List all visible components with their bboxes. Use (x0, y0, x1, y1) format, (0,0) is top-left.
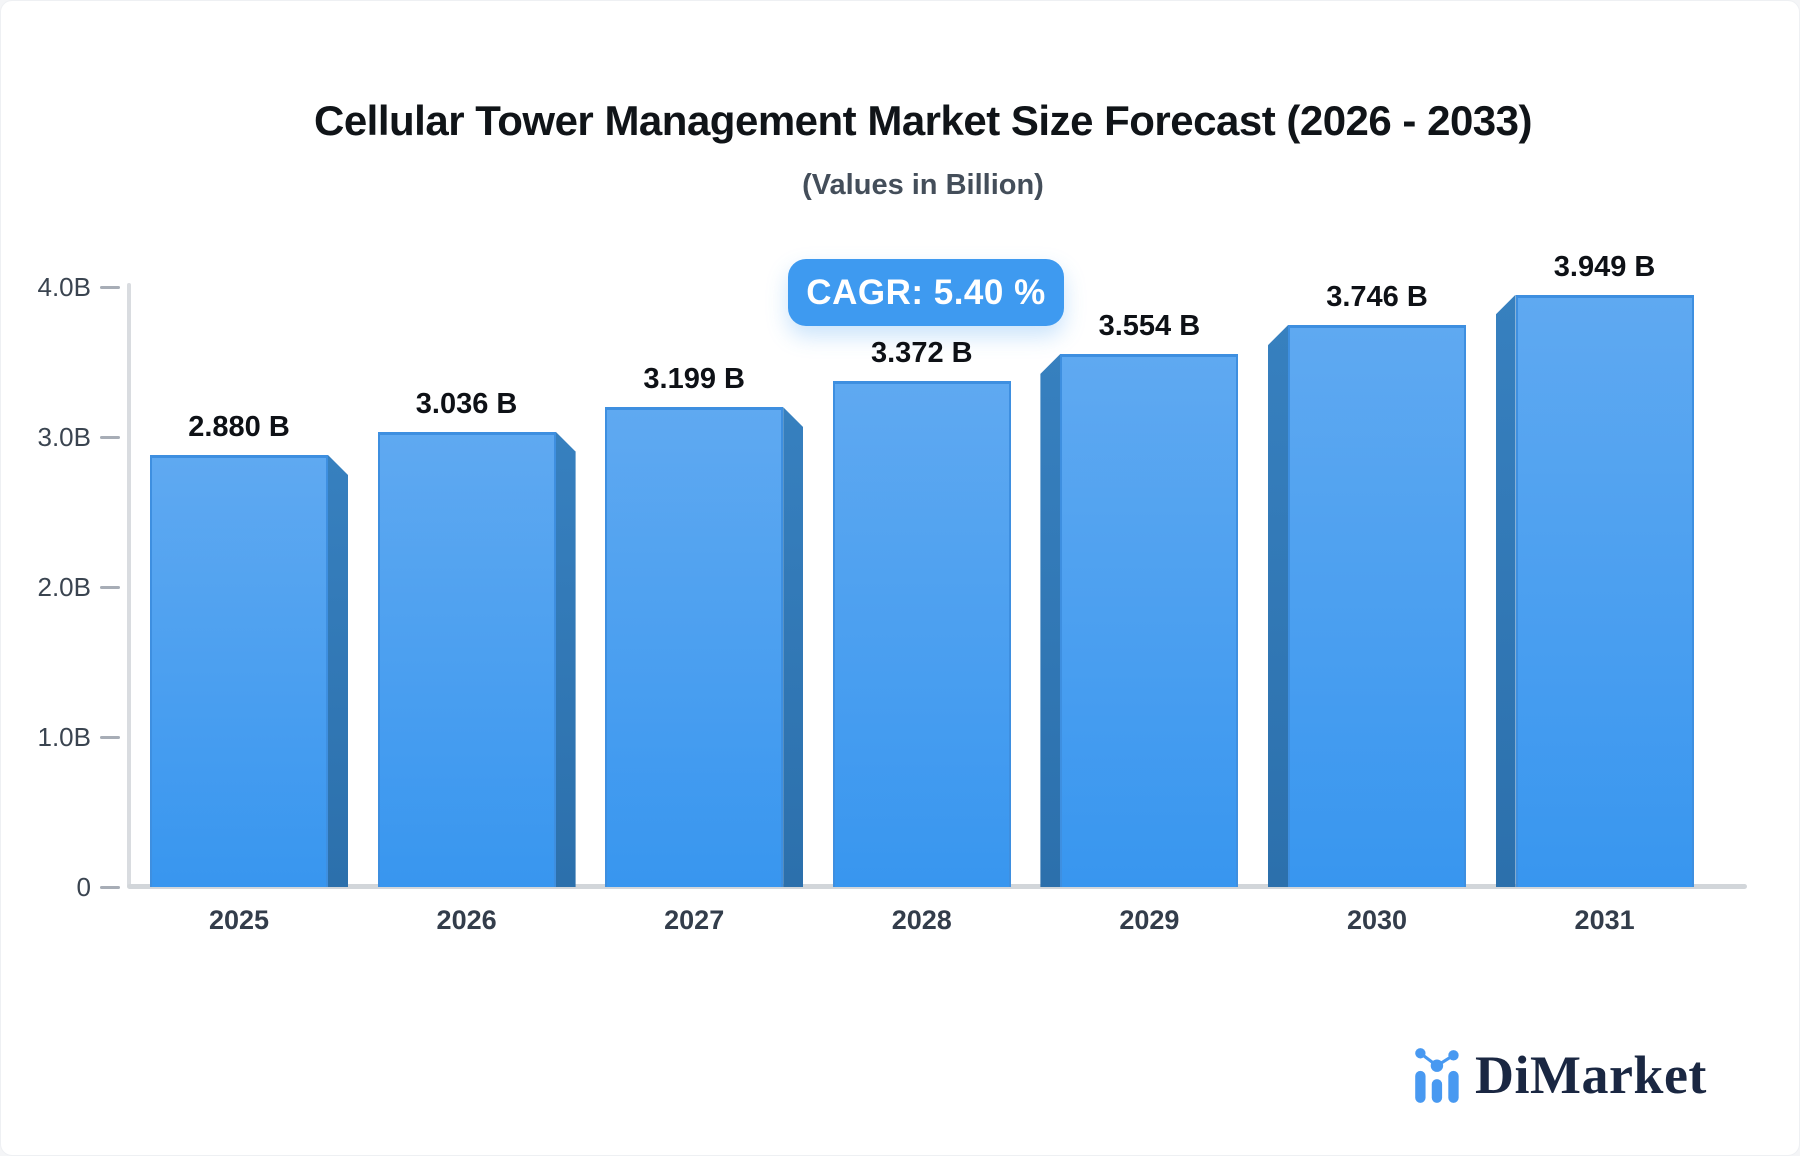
brand-name: DiMarket (1475, 1045, 1707, 1105)
bar-face (377, 431, 556, 887)
y-axis-line (127, 283, 131, 887)
y-tick-label: 2.0B (37, 572, 92, 602)
y-tick-dash (100, 586, 120, 589)
bar-year-label: 2025 (208, 905, 270, 935)
y-tick-label: 0 (76, 872, 91, 902)
y-tick-dash (100, 286, 120, 289)
bar-face (1060, 353, 1239, 887)
bar-face (150, 455, 328, 887)
bar-value-label: 3.949 B (1553, 250, 1656, 283)
bar-year-label: 2027 (664, 905, 725, 935)
chart-subtitle: (Values in Billion) (802, 169, 1044, 201)
cagr-badge: CAGR: 5.40 % (788, 259, 1064, 326)
y-tick-label: 3.0B (37, 422, 92, 452)
y-tick-dash (100, 886, 120, 889)
bar-value-label: 2.880 B (188, 411, 290, 443)
bar-face (832, 381, 1011, 887)
brand-logo: DiMarket (1415, 1041, 1707, 1109)
bar-side (328, 455, 348, 887)
bar-side (783, 407, 804, 887)
bar-face (1515, 294, 1694, 887)
dimarket-logo-icon (1415, 1048, 1459, 1103)
bar-value-label: 3.036 B (415, 387, 518, 420)
y-tick-label: 4.0B (37, 272, 92, 302)
y-tick-label: 1.0B (37, 722, 92, 752)
bar-side (1040, 353, 1061, 887)
y-tick-dash (100, 736, 120, 739)
bar-value-label: 3.554 B (1098, 309, 1201, 342)
bar-side (1495, 294, 1516, 887)
bar-side (1268, 325, 1288, 887)
bar-face (605, 407, 784, 887)
bar-value-label: 3.372 B (871, 337, 973, 370)
chart-title: Cellular Tower Management Market Size Fo… (313, 97, 1533, 144)
bar-value-label: 3.199 B (643, 363, 745, 396)
y-tick-dash (100, 436, 120, 439)
bar-value-label: 3.746 B (1326, 281, 1428, 314)
bar-year-label: 2030 (1346, 905, 1408, 935)
bar-year-label: 2026 (436, 905, 497, 935)
bar-year-label: 2028 (891, 905, 952, 935)
bar-face (1288, 325, 1466, 887)
cagr-label: CAGR: 5.40 % (806, 272, 1046, 312)
bar-year-label: 2031 (1574, 905, 1635, 935)
bar-year-label: 2029 (1119, 905, 1180, 935)
bar-side (555, 431, 576, 887)
